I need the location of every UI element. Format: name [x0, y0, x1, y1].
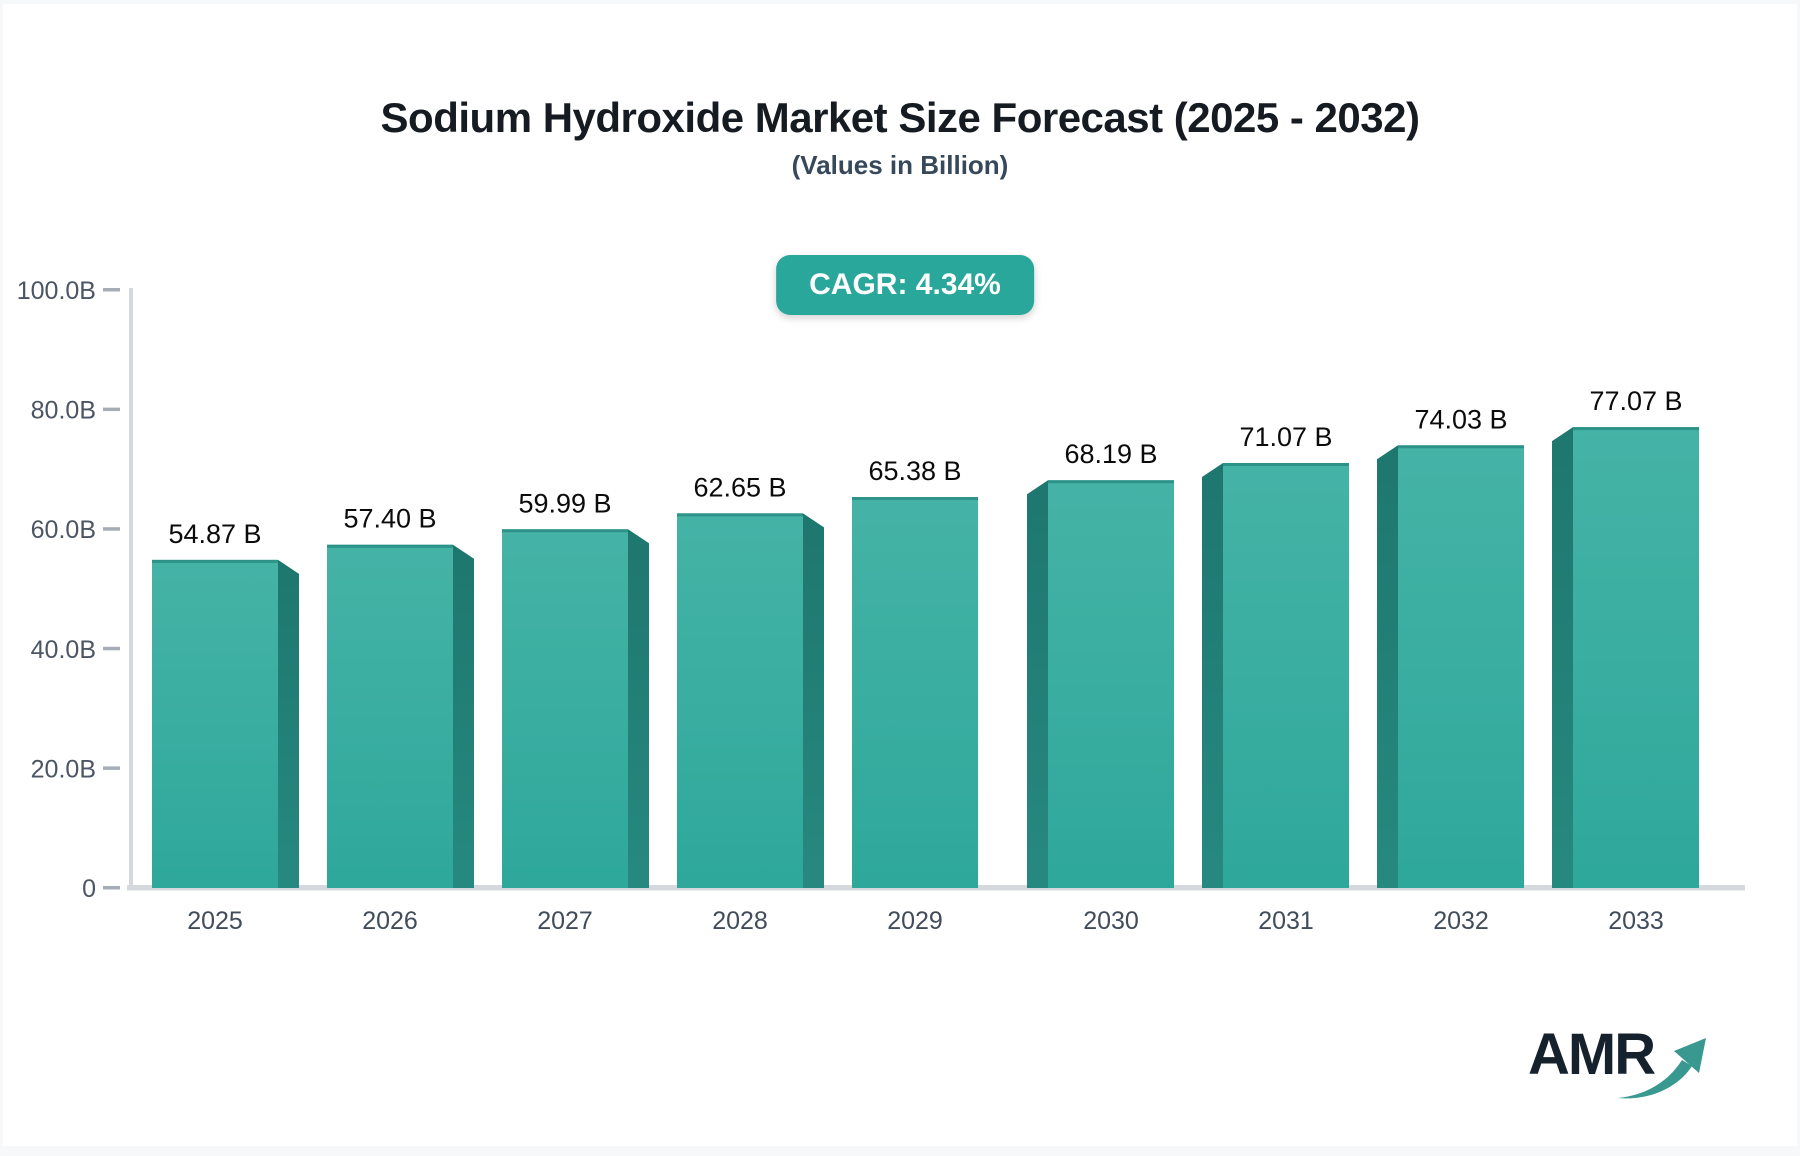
- chart-title: Sodium Hydroxide Market Size Forecast (2…: [380, 94, 1420, 141]
- y-tick-label: 0: [82, 875, 96, 903]
- bar-value-label: 65.38 B: [868, 456, 961, 486]
- growth-arrow-icon: [1618, 1038, 1706, 1099]
- y-tick: [103, 646, 120, 651]
- y-tick: [103, 288, 120, 292]
- bar-top-edge: [1398, 445, 1524, 449]
- bar-face: [852, 497, 978, 888]
- bar-top-edge: [502, 529, 628, 533]
- amr-logo: AMR: [1528, 1024, 1728, 1114]
- bar-top-edge: [1048, 480, 1174, 484]
- y-tick-label: 80.0B: [31, 397, 96, 425]
- bar-group-2030: 68.19 B 2030: [1027, 439, 1174, 935]
- bar-face: [327, 544, 453, 888]
- bar-top-edge: [677, 513, 803, 517]
- year-label: 2026: [362, 907, 418, 935]
- year-label: 2032: [1433, 907, 1489, 935]
- bar-top-edge: [1573, 427, 1699, 431]
- bar-value-label: 74.03 B: [1414, 404, 1507, 434]
- bar-face: [152, 559, 278, 888]
- bar-value-label: 71.07 B: [1239, 422, 1332, 452]
- bar-group-2033: 77.07 B 2033: [1552, 386, 1699, 935]
- bar-side: [803, 513, 824, 888]
- amr-logo-text: AMR: [1528, 1022, 1656, 1087]
- bar-side: [453, 544, 474, 888]
- bar-side: [1377, 445, 1398, 888]
- year-label: 2030: [1083, 907, 1139, 935]
- bar-face: [1223, 463, 1349, 888]
- bar-group-2025: 54.87 B 2025: [152, 519, 299, 935]
- bar-side: [278, 559, 299, 888]
- bar-face: [677, 513, 803, 888]
- cagr-badge: CAGR: 4.34%: [776, 255, 1034, 315]
- bar-top-edge: [852, 497, 978, 501]
- y-tick-label: 40.0B: [31, 636, 96, 664]
- y-tick-label: 60.0B: [31, 516, 96, 544]
- bar-value-label: 59.99 B: [518, 488, 611, 518]
- bar-top-edge: [152, 559, 278, 563]
- bar-group-2027: 59.99 B 2027: [502, 488, 649, 935]
- bar-face: [502, 529, 628, 888]
- bar-group-2029: 65.38 B 2029: [852, 456, 978, 935]
- year-label: 2027: [537, 907, 593, 935]
- year-label: 2033: [1608, 907, 1664, 935]
- market-size-bar-chart: 100.0B 80.0B 60.0B 40.0B 20.0B 0 54.87 B 2025 57…: [17, 277, 1745, 935]
- bar-group-2032: 74.03 B 2032: [1377, 404, 1524, 935]
- bar-group-2031: 71.07 B 2031: [1202, 422, 1349, 935]
- bar-value-label: 54.87 B: [168, 519, 261, 549]
- y-tick: [103, 407, 120, 412]
- year-label: 2029: [887, 907, 943, 935]
- bar-top-edge: [1223, 463, 1349, 467]
- bar-value-label: 68.19 B: [1064, 439, 1157, 469]
- bar-group-2028: 62.65 B 2028: [677, 472, 824, 935]
- bar-side: [1202, 463, 1223, 888]
- y-tick-label: 100.0B: [17, 277, 96, 305]
- y-axis-line: [129, 288, 133, 890]
- y-tick: [103, 766, 120, 770]
- year-label: 2031: [1258, 907, 1314, 935]
- year-label: 2025: [187, 907, 243, 935]
- bar-group-2026: 57.40 B 2026: [327, 504, 474, 935]
- year-label: 2028: [712, 907, 768, 935]
- bar-side: [1552, 427, 1573, 888]
- bar-value-label: 62.65 B: [693, 472, 786, 502]
- bar-top-edge: [327, 544, 453, 548]
- chart-subtitle: (Values in Billion): [791, 150, 1009, 180]
- y-tick: [103, 886, 120, 890]
- bar-value-label: 57.40 B: [343, 504, 436, 534]
- bar-value-label: 77.07 B: [1589, 386, 1682, 416]
- bar-face: [1398, 445, 1524, 888]
- y-tick-label: 20.0B: [31, 755, 96, 783]
- bar-face: [1048, 480, 1174, 888]
- bar-side: [628, 529, 649, 888]
- bar-side: [1027, 480, 1048, 888]
- y-tick: [103, 527, 120, 531]
- bar-face: [1573, 427, 1699, 888]
